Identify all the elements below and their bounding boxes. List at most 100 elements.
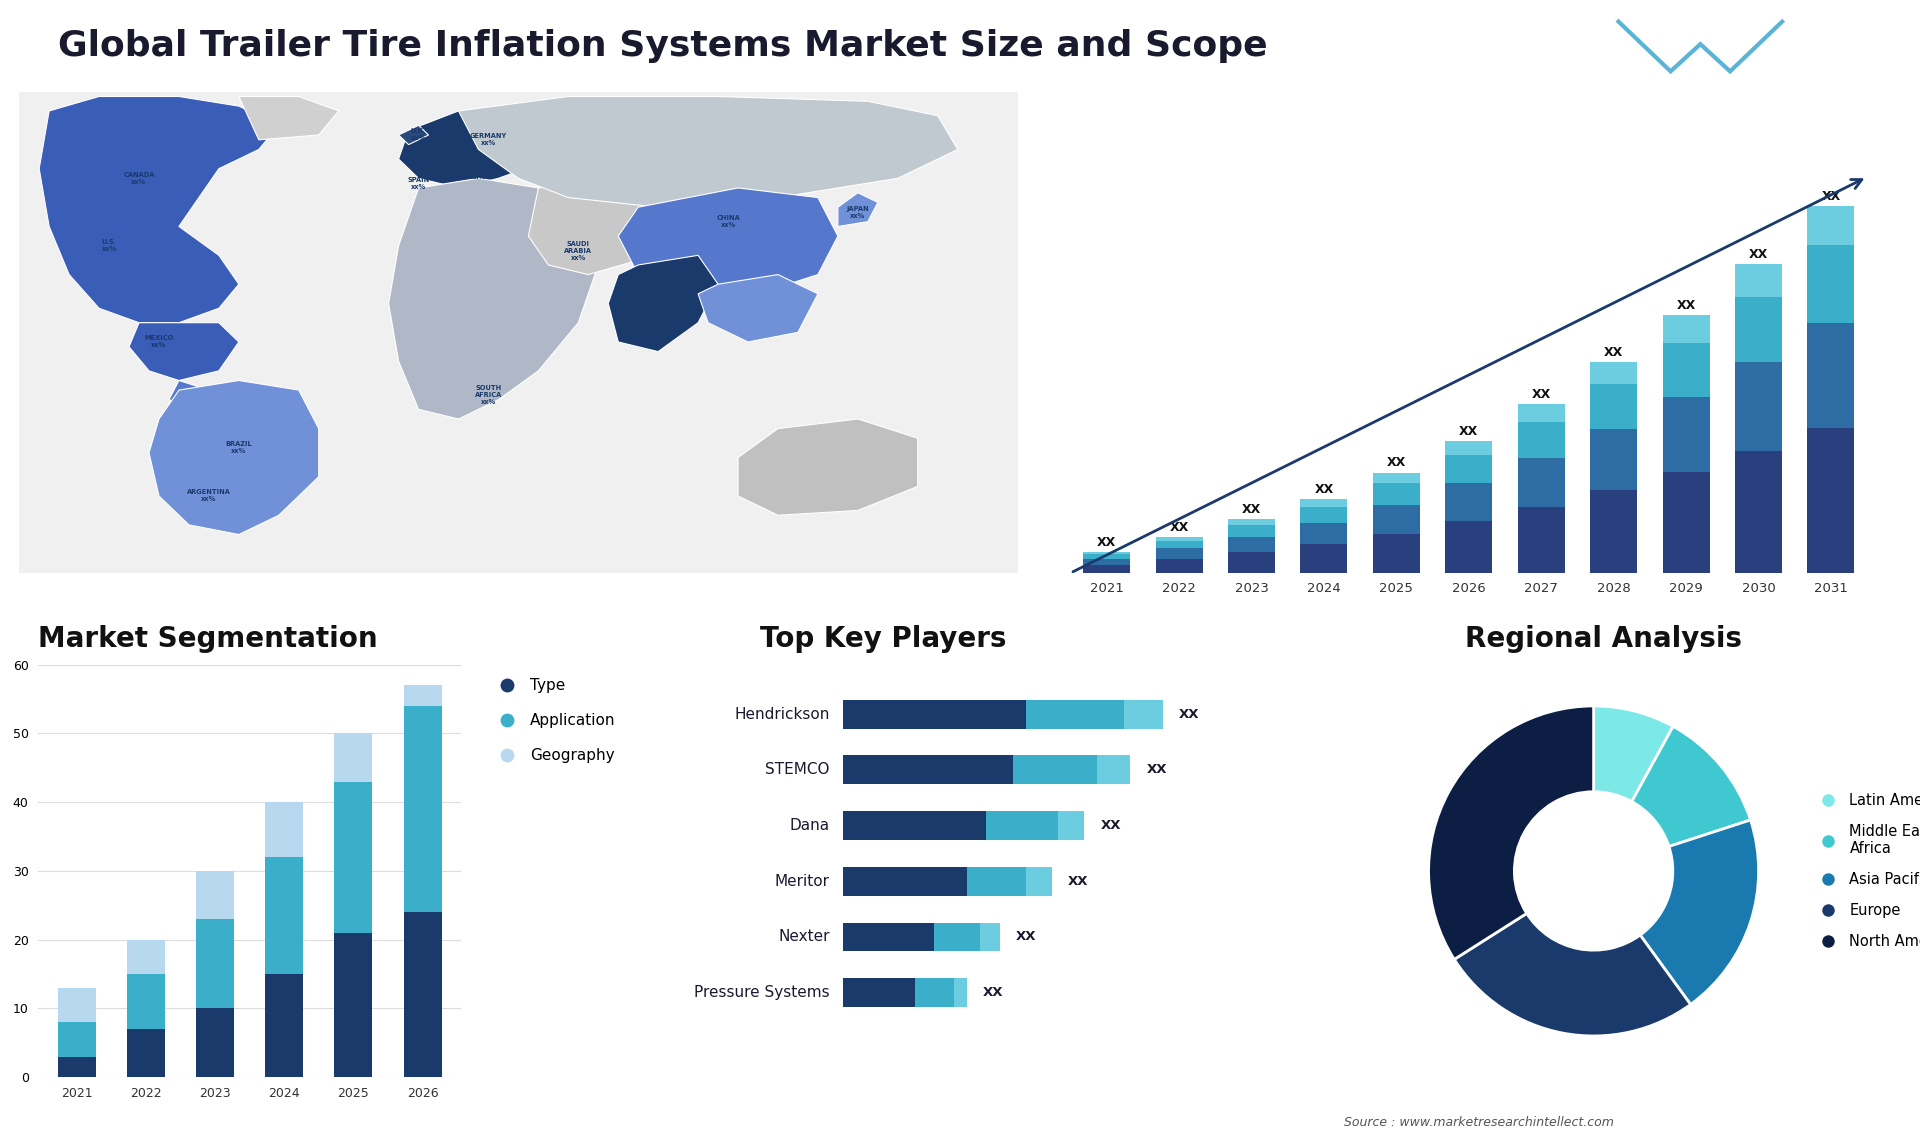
- Text: SPAIN
xx%: SPAIN xx%: [407, 176, 430, 189]
- Bar: [265, 802, 303, 857]
- Bar: [843, 700, 1025, 729]
- Polygon shape: [238, 96, 338, 140]
- Bar: [1446, 521, 1492, 573]
- Polygon shape: [699, 275, 818, 342]
- Bar: [1807, 323, 1855, 429]
- Bar: [1663, 472, 1709, 573]
- Text: Market Segmentation: Market Segmentation: [38, 625, 378, 652]
- Bar: [1229, 519, 1275, 525]
- Text: XX: XX: [1146, 763, 1167, 776]
- Bar: [1156, 558, 1202, 573]
- Bar: [1373, 484, 1421, 504]
- Bar: [1123, 700, 1164, 729]
- Bar: [334, 933, 372, 1077]
- Bar: [1663, 398, 1709, 472]
- Text: XX: XX: [1100, 819, 1121, 832]
- Bar: [1736, 297, 1782, 362]
- Bar: [403, 706, 442, 912]
- Bar: [1373, 534, 1421, 573]
- Bar: [1025, 866, 1052, 896]
- Bar: [1663, 315, 1709, 343]
- Bar: [843, 923, 935, 951]
- Text: JAPAN
xx%: JAPAN xx%: [847, 205, 870, 219]
- Bar: [403, 685, 442, 706]
- Polygon shape: [150, 380, 319, 534]
- Bar: [1229, 552, 1275, 573]
- Bar: [1517, 507, 1565, 573]
- FancyBboxPatch shape: [19, 92, 1018, 573]
- Bar: [1229, 536, 1275, 552]
- Text: BRAZIL
xx%: BRAZIL xx%: [225, 441, 252, 454]
- Bar: [979, 923, 1000, 951]
- Text: XX: XX: [1315, 482, 1334, 496]
- Bar: [1736, 265, 1782, 297]
- Polygon shape: [528, 179, 659, 275]
- Bar: [127, 940, 165, 974]
- Bar: [1083, 555, 1131, 558]
- Bar: [1229, 525, 1275, 536]
- Bar: [58, 1057, 96, 1077]
- Bar: [1156, 537, 1202, 541]
- Text: ITALY
xx%: ITALY xx%: [468, 167, 488, 180]
- Bar: [1300, 544, 1348, 573]
- Bar: [265, 974, 303, 1077]
- Bar: [1590, 362, 1638, 384]
- Text: XX: XX: [1822, 190, 1841, 203]
- Text: ARGENTINA
xx%: ARGENTINA xx%: [186, 489, 230, 502]
- Text: STEMCO: STEMCO: [766, 762, 829, 777]
- Text: CHINA
xx%: CHINA xx%: [716, 215, 739, 228]
- Circle shape: [1515, 792, 1672, 950]
- Bar: [403, 912, 442, 1077]
- Bar: [196, 871, 234, 919]
- Text: Source : www.marketresearchintellect.com: Source : www.marketresearchintellect.com: [1344, 1116, 1615, 1129]
- Bar: [58, 1022, 96, 1057]
- Polygon shape: [618, 188, 837, 293]
- Bar: [1807, 429, 1855, 573]
- Polygon shape: [388, 179, 599, 419]
- Bar: [1098, 755, 1131, 784]
- Text: XX: XX: [1603, 346, 1622, 359]
- Bar: [1446, 484, 1492, 521]
- Polygon shape: [399, 125, 428, 144]
- Text: SAUDI
ARABIA
xx%: SAUDI ARABIA xx%: [564, 241, 591, 260]
- Bar: [1156, 548, 1202, 558]
- Text: U.K.
xx%: U.K. xx%: [411, 128, 426, 141]
- Polygon shape: [38, 96, 278, 323]
- Bar: [1807, 206, 1855, 245]
- Bar: [196, 1008, 234, 1077]
- Bar: [914, 979, 954, 1007]
- Text: XX: XX: [1676, 299, 1695, 312]
- Bar: [843, 755, 1012, 784]
- Text: Meritor: Meritor: [776, 873, 829, 889]
- Legend: Type, Application, Geography: Type, Application, Geography: [486, 673, 622, 769]
- Text: MEXICO
xx%: MEXICO xx%: [144, 336, 173, 348]
- Bar: [954, 979, 968, 1007]
- Text: XX: XX: [1242, 503, 1261, 516]
- Bar: [1517, 458, 1565, 507]
- Bar: [1807, 245, 1855, 323]
- Bar: [843, 866, 968, 896]
- Bar: [1517, 422, 1565, 458]
- Bar: [1083, 558, 1131, 565]
- Polygon shape: [169, 380, 209, 409]
- Bar: [334, 733, 372, 782]
- Bar: [1083, 552, 1131, 555]
- Text: XX: XX: [1179, 708, 1200, 721]
- Text: XX: XX: [1386, 456, 1405, 469]
- Text: Dana: Dana: [789, 818, 829, 833]
- Text: XX: XX: [1068, 874, 1089, 888]
- Bar: [1590, 429, 1638, 490]
- Text: Global Trailer Tire Inflation Systems Market Size and Scope: Global Trailer Tire Inflation Systems Ma…: [58, 29, 1267, 63]
- Text: FRANCE
xx%: FRANCE xx%: [413, 152, 444, 165]
- Bar: [1156, 541, 1202, 548]
- Text: MARKET
RESEARCH
INTELLECT: MARKET RESEARCH INTELLECT: [1789, 38, 1853, 76]
- Text: XX: XX: [1459, 425, 1478, 438]
- Wedge shape: [1594, 706, 1672, 801]
- Bar: [1058, 811, 1085, 840]
- Bar: [1012, 755, 1098, 784]
- Bar: [1736, 452, 1782, 573]
- Text: Pressure Systems: Pressure Systems: [695, 986, 829, 1000]
- Polygon shape: [837, 193, 877, 227]
- Bar: [968, 866, 1025, 896]
- Text: XX: XX: [1096, 536, 1116, 549]
